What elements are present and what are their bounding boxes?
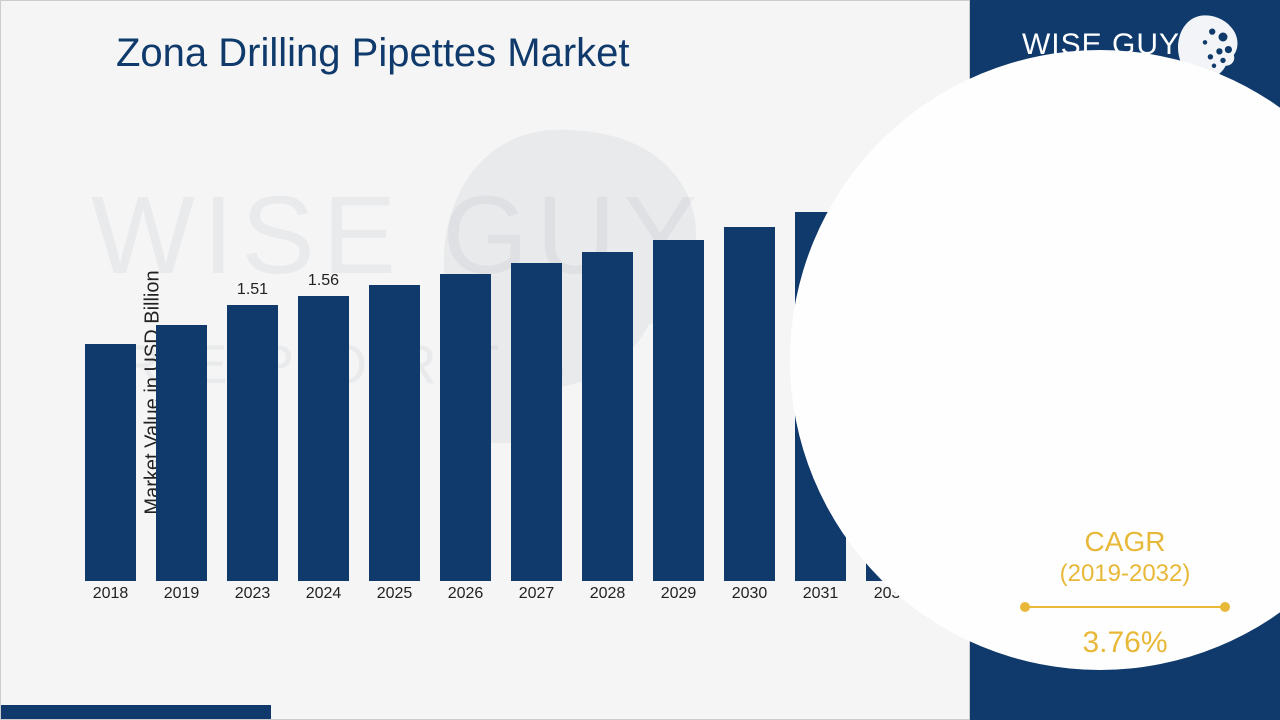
x-tick-label: 2030	[724, 585, 775, 603]
x-tick-label: 2019	[156, 585, 207, 603]
logo-head-icon	[1160, 10, 1250, 100]
bar-wrap	[369, 285, 420, 581]
bar	[85, 344, 136, 581]
bar-wrap: 1.51	[227, 305, 278, 581]
cagr-range: (2019-2032)	[1000, 560, 1250, 588]
x-tick-label: 2026	[440, 585, 491, 603]
brand-logo: WISE GUY REPORTS	[1022, 28, 1180, 78]
bar	[582, 252, 633, 581]
chart-title: Zona Drilling Pipettes Market	[116, 31, 630, 76]
bar	[653, 240, 704, 581]
bar	[298, 296, 349, 581]
bar-wrap	[440, 274, 491, 581]
bottom-accent-bar	[1, 705, 271, 719]
bar-wrap	[511, 263, 562, 581]
bar-wrap	[156, 325, 207, 581]
bar	[156, 325, 207, 581]
cagr-title: CAGR	[1000, 526, 1250, 558]
x-tick-label: 2023	[227, 585, 278, 603]
x-tick-label: 2025	[369, 585, 420, 603]
bar	[511, 263, 562, 581]
x-tick-label: 2029	[653, 585, 704, 603]
cagr-value: 3.76%	[1000, 626, 1250, 660]
x-tick-label: 2027	[511, 585, 562, 603]
cagr-divider	[1025, 606, 1225, 608]
bar-wrap	[85, 344, 136, 581]
x-axis-labels: 2018 2019 2023 2024 2025 2026 2027 2028 2029 2030…	[81, 585, 921, 603]
bar	[724, 227, 775, 581]
x-tick-label: 2018	[85, 585, 136, 603]
bar-value-label: 1.56	[298, 272, 349, 290]
bar-value-label: 1.51	[227, 281, 278, 299]
bar-wrap	[582, 252, 633, 581]
bar	[227, 305, 278, 581]
logo-sub-text: REPORTS	[1032, 62, 1180, 78]
logo-main-text: WISE GUY	[1022, 28, 1180, 62]
bar-wrap	[724, 227, 775, 581]
bar	[440, 274, 491, 581]
bar	[369, 285, 420, 581]
x-tick-label: 2028	[582, 585, 633, 603]
bar-wrap	[653, 240, 704, 581]
x-tick-label: 2031	[795, 585, 846, 603]
cagr-block: CAGR (2019-2032) 3.76%	[1000, 526, 1250, 660]
x-tick-label: 2024	[298, 585, 349, 603]
bar-wrap: 1.56	[298, 296, 349, 581]
